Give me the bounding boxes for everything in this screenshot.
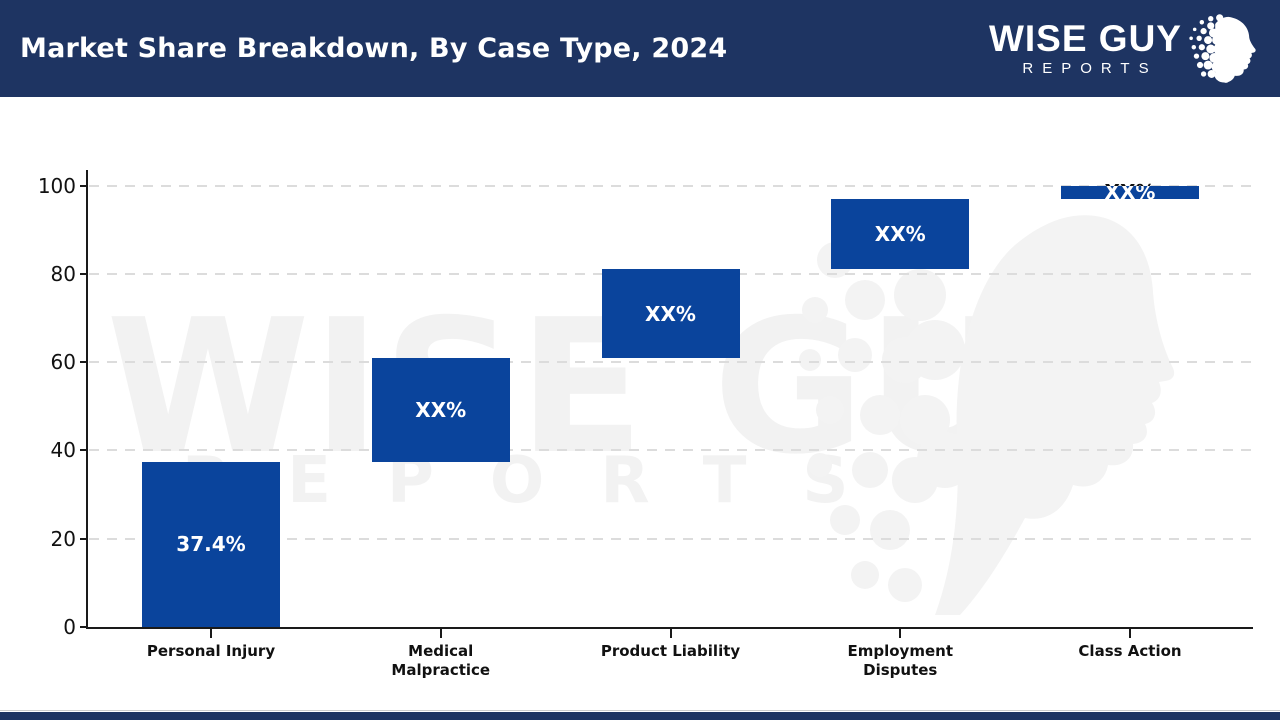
- bar-value-label: XX%: [415, 397, 467, 422]
- logo-wordmark-line1: WISE GUY: [988, 18, 1182, 59]
- footer-bar: [0, 712, 1280, 720]
- y-tick-label-60: 60: [50, 350, 76, 375]
- bar-label-overflow-clip: 37.4%: [142, 170, 280, 462]
- x-tick-label-3: Product Liability: [600, 642, 741, 660]
- bar-employment-disputes: [831, 198, 970, 270]
- y-tick-label-80: 80: [50, 261, 76, 286]
- x-tick: [210, 629, 212, 638]
- bar-label-clip: 37.4%: [142, 462, 280, 627]
- y-axis-line: [86, 170, 88, 629]
- bar-label-clip: XX%: [372, 358, 510, 462]
- logo-wordmark: WISE GUY REPORTS: [988, 18, 1182, 78]
- x-tick-label-5: Class Action: [1078, 642, 1182, 660]
- y-tick-label-20: 20: [50, 526, 76, 551]
- y-tick: [80, 184, 88, 187]
- footer-divider: [0, 710, 1280, 711]
- bar-label-overflow-clip: XX%: [1061, 170, 1199, 185]
- y-tick: [80, 537, 88, 540]
- bar-value-label: XX%: [874, 222, 926, 246]
- y-tick-label-0: 0: [63, 615, 76, 639]
- page-title: Market Share Breakdown, By Case Type, 20…: [20, 33, 728, 64]
- bar-label-overflow-clip: XX%: [602, 170, 740, 269]
- bar-label-clip: XX%: [1061, 186, 1199, 199]
- gridline-40: [89, 449, 1253, 452]
- bar-value-label: XX%: [645, 301, 696, 326]
- bar-label-overflow-clip: XX%: [831, 170, 969, 199]
- x-tick-label-4: Employment Disputes: [847, 642, 954, 679]
- x-tick: [1129, 629, 1131, 638]
- gridline-20: [89, 537, 1253, 540]
- bar-value-label: XX%: [1104, 185, 1156, 199]
- y-tick-label-40: 40: [50, 438, 76, 463]
- x-tick-label-1: Personal Injury: [146, 642, 276, 660]
- bar-product-liability: [601, 269, 740, 358]
- header-banner: Market Share Breakdown, By Case Type, 20…: [0, 0, 1280, 97]
- bar-label-clip: XX%: [602, 269, 740, 357]
- x-tick: [899, 629, 902, 638]
- brand-logo: WISE GUY REPORTS: [989, 9, 1266, 89]
- bar-label-overflow-clip: XX%: [372, 170, 510, 358]
- bar-value-label: XX%: [1105, 180, 1156, 185]
- gridline-60: [89, 361, 1253, 364]
- x-tick: [669, 629, 672, 638]
- bar-value-label: 37.4%: [176, 532, 246, 557]
- bar-class-action: [1061, 185, 1199, 199]
- x-axis-line: [86, 627, 1253, 629]
- y-tick: [80, 626, 88, 628]
- watermark-reports: REPORTS: [182, 444, 905, 518]
- chart-area: WISE GUY REPORTS 37.4%37.4%XX%XX%XX%XX%X…: [0, 97, 1280, 710]
- logo-head-icon: [1189, 13, 1256, 83]
- y-tick: [80, 272, 88, 275]
- y-tick: [80, 449, 88, 452]
- x-tick: [439, 629, 442, 638]
- y-tick-label-100: 100: [37, 173, 76, 198]
- y-tick: [80, 361, 88, 364]
- bar-label-clip: XX%: [831, 199, 969, 270]
- bar-medical-malpractice: [371, 357, 510, 462]
- logo-wordmark-line2: REPORTS: [1022, 60, 1158, 77]
- x-tick-label-2: Medical Malpractice: [391, 642, 491, 679]
- bar-personal-injury: [142, 461, 280, 627]
- footer: [0, 710, 1280, 720]
- gridline-100: [89, 184, 1253, 187]
